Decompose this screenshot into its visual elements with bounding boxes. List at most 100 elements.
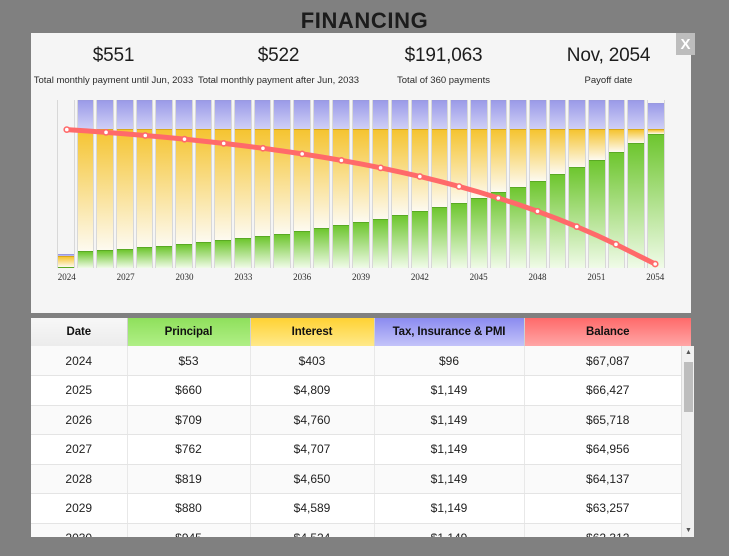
bar-segment-interest: [294, 129, 310, 232]
table-cell: $1,149: [374, 405, 525, 435]
bar-segment-interest: [176, 129, 192, 245]
bar-segment-principal: [97, 250, 114, 268]
bar-segment-pmi: [372, 100, 389, 130]
table-row[interactable]: 2030$945$4,524$1,149$62,312: [31, 523, 691, 537]
bar-segment-pmi: [431, 100, 448, 130]
table-cell: $1,149: [374, 493, 525, 524]
bar-segment-principal: [215, 240, 232, 268]
bar-segment-pmi: [392, 100, 409, 130]
table-header-row: Date Principal Interest Tax, Insurance & PM…: [31, 318, 691, 346]
bar-segment-principal: [490, 192, 507, 268]
scrollbar-thumb[interactable]: [684, 362, 693, 412]
bar-segment-pmi: [117, 100, 133, 130]
bar-segment-interest: [510, 129, 527, 187]
bar-segment-pmi: [333, 100, 350, 130]
bar-segment-interest: [353, 129, 369, 223]
chart-bar: [293, 100, 311, 268]
summary-cell: $551 Total monthly payment until Jun, 203…: [31, 45, 196, 88]
bar-segment-pmi: [471, 100, 487, 130]
column-header-balance[interactable]: Balance: [524, 318, 691, 346]
summary-cell: $191,063 Total of 360 payments: [361, 45, 526, 88]
axis-tick-label: 2042: [410, 272, 429, 282]
column-header-interest[interactable]: Interest: [250, 318, 375, 346]
table-cell: $4,650: [250, 464, 375, 494]
bar-segment-principal: [333, 225, 350, 268]
table-body: 2024 $53 $403 $96 $67,087 2025 $660 $4,809 $1,14…: [31, 346, 691, 537]
bar-segment-interest: [569, 129, 586, 168]
bar-segment-principal: [412, 211, 428, 268]
bar-segment-pmi: [195, 100, 212, 130]
close-icon[interactable]: X: [676, 33, 695, 55]
table-cell: $62,312: [524, 523, 691, 537]
table-cell: 2028: [31, 464, 128, 494]
summary-label: Total of 360 payments: [397, 75, 490, 86]
bar-segment-pmi: [97, 100, 114, 130]
bar-segment-interest: [215, 129, 232, 241]
bar-segment-principal: [648, 133, 664, 268]
chart-bar: [470, 100, 488, 268]
bar-segment-interest: [372, 129, 389, 219]
chart-bar: [234, 100, 252, 268]
bar-segment-pmi: [569, 100, 586, 130]
bar-segment-pmi: [215, 100, 232, 130]
bar-segment-interest: [235, 129, 251, 239]
column-header-principal[interactable]: Principal: [127, 318, 251, 346]
table-row[interactable]: 2028 $819 $4,650 $1,149 $64,137: [31, 464, 691, 494]
amortization-table-container[interactable]: Date Principal Interest Tax, Insurance & PM…: [31, 318, 691, 537]
bar-segment-interest: [333, 129, 350, 226]
table-cell: $660: [127, 375, 251, 406]
bar-segment-pmi: [235, 100, 251, 130]
bar-segment-pmi: [176, 100, 192, 130]
bar-segment-principal: [431, 207, 448, 268]
table-row[interactable]: 2029 $880 $4,589 $1,149 $63,257: [31, 493, 691, 524]
column-header-tax[interactable]: Tax, Insurance & PMI: [374, 318, 525, 346]
summary-value: $191,063: [404, 45, 483, 66]
bar-segment-principal: [294, 231, 310, 268]
chart-bar: [430, 100, 449, 268]
table-row[interactable]: 2024 $53 $403 $96 $67,087: [31, 346, 691, 376]
table-cell: $945: [127, 523, 251, 537]
table-scrollbar[interactable]: ▲ ▼: [681, 346, 694, 537]
table-cell: 2026: [31, 405, 128, 435]
column-header-date[interactable]: Date: [31, 318, 128, 346]
table-cell: $1,149: [374, 523, 525, 537]
chart-bar: [529, 100, 547, 268]
bar-segment-principal: [510, 186, 527, 268]
bar-segment-interest: [392, 129, 409, 216]
table-row[interactable]: 2025 $660 $4,809 $1,149 $66,427: [31, 375, 691, 406]
chart-bar: [57, 100, 75, 268]
bar-segment-pmi: [412, 100, 428, 130]
table-cell: 2027: [31, 434, 128, 465]
chart-bar: [450, 100, 469, 268]
chart-bar: [312, 100, 331, 268]
bar-segment-interest: [274, 129, 291, 234]
chart-bar: [135, 100, 154, 268]
table-row[interactable]: 2027 $762 $4,707 $1,149 $64,956: [31, 434, 691, 465]
bar-segment-pmi: [254, 100, 271, 130]
bar-segment-pmi: [648, 103, 664, 129]
table-cell: $63,257: [524, 493, 691, 524]
table-cell: $4,707: [250, 434, 375, 465]
scroll-up-icon[interactable]: ▲: [685, 349, 692, 356]
chart-plot-area: [57, 100, 665, 268]
bar-segment-principal: [77, 251, 94, 268]
bar-segment-principal: [274, 233, 291, 268]
chart-bar: [214, 100, 233, 268]
chart-bar: [411, 100, 429, 268]
bar-segment-principal: [549, 174, 566, 268]
table-row[interactable]: 2026 $709 $4,760 $1,149 $65,718: [31, 405, 691, 435]
table-cell: $4,524: [250, 523, 375, 537]
chart-bar: [76, 100, 95, 268]
bar-segment-interest: [530, 129, 546, 181]
chart-bar: [647, 100, 665, 268]
table-cell: 2030: [31, 523, 128, 537]
chart-bar: [332, 100, 351, 268]
bar-segment-pmi: [589, 100, 605, 130]
bar-segment-interest: [254, 129, 271, 237]
bar-segment-principal: [353, 222, 369, 268]
scroll-down-icon[interactable]: ▼: [685, 527, 692, 534]
bar-segment-interest: [471, 129, 487, 198]
table-cell: 2025: [31, 375, 128, 406]
axis-tick-label: 2027: [116, 272, 135, 282]
axis-tick-label: 2054: [646, 272, 665, 282]
